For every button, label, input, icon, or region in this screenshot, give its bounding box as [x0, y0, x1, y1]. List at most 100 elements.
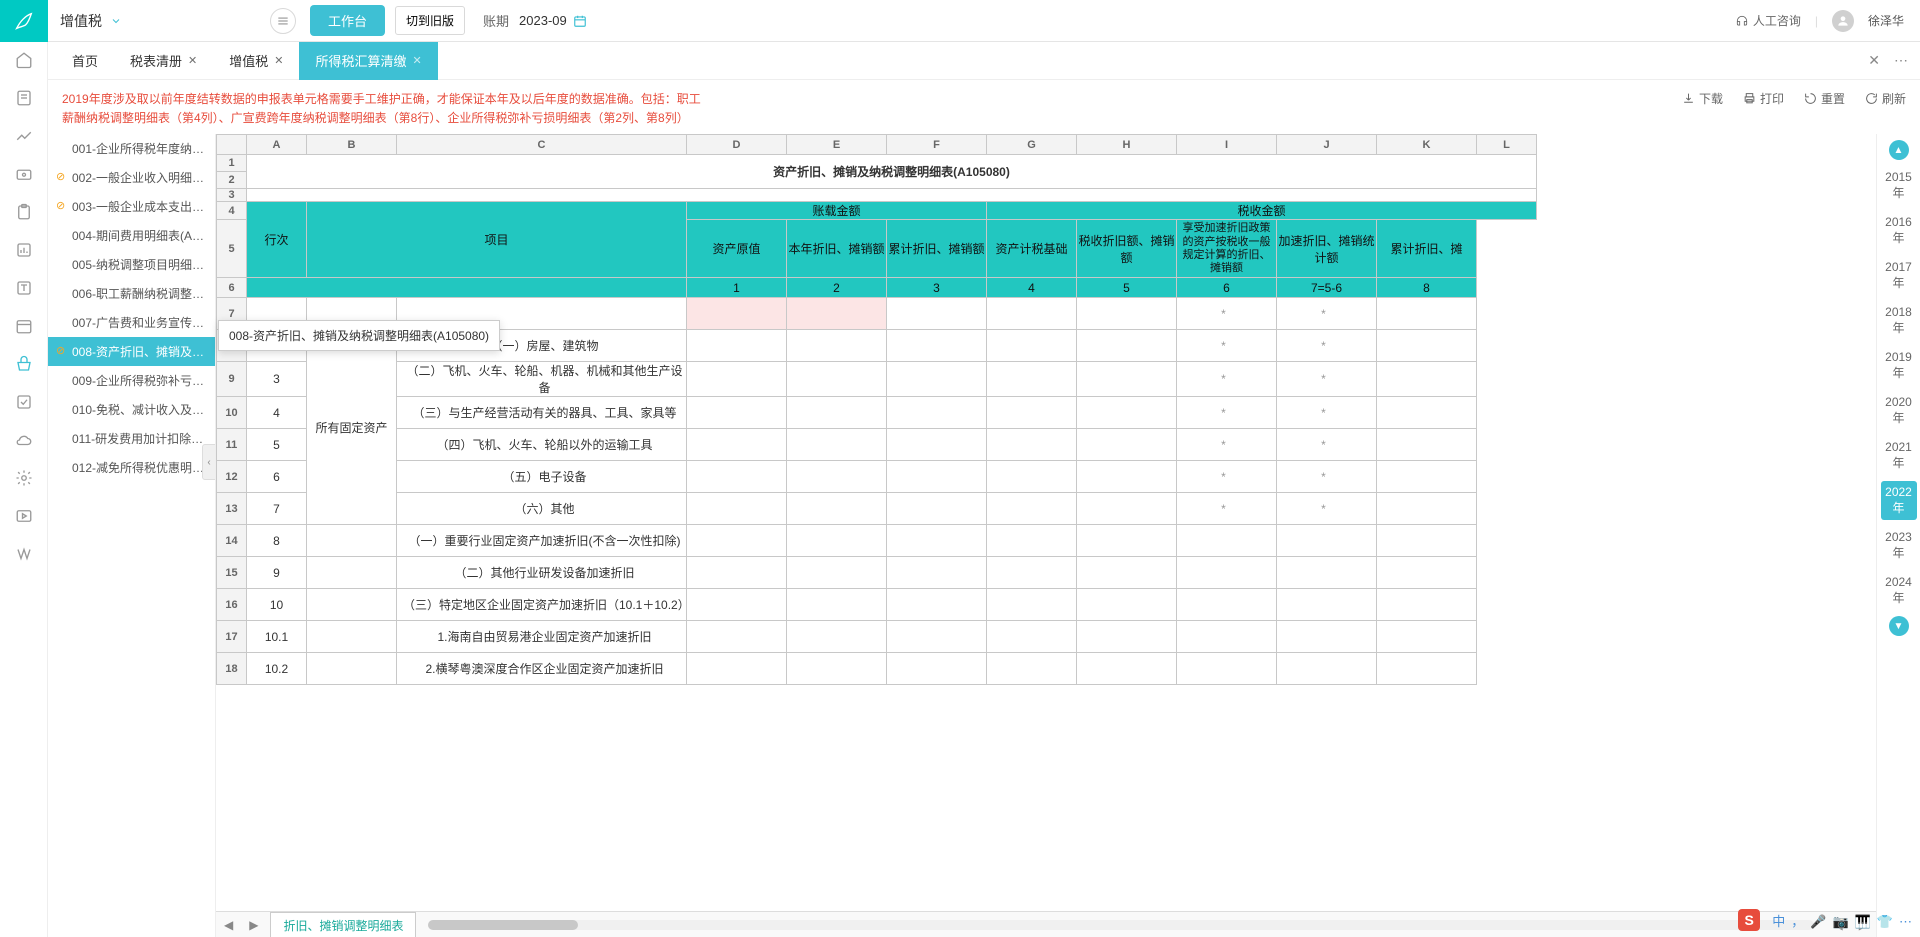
reset-link[interactable]: 重置 [1804, 90, 1845, 107]
cell[interactable] [787, 621, 887, 653]
download-link[interactable]: 下载 [1682, 90, 1723, 107]
cell-project[interactable]: （一）重要行业固定资产加速折旧(不含一次性扣除) [397, 525, 687, 557]
cell[interactable] [1077, 397, 1177, 429]
cell[interactable] [1077, 621, 1177, 653]
row-header[interactable]: 18 [217, 653, 247, 685]
cell[interactable]: 7 [247, 493, 307, 525]
col-header[interactable]: G [987, 135, 1077, 155]
row-header[interactable]: 10 [217, 397, 247, 429]
cell[interactable] [1077, 362, 1177, 397]
ime-item[interactable]: ， [1791, 914, 1804, 929]
cell[interactable] [1377, 362, 1477, 397]
row-header[interactable]: 5 [217, 220, 247, 278]
cell[interactable] [1377, 330, 1477, 362]
form-list[interactable]: 001-企业所得税年度纳税申...⊘002-一般企业收入明细表(A1...⊘00… [48, 134, 216, 937]
cell[interactable]: 5 [247, 429, 307, 461]
close-icon[interactable]: ✕ [274, 54, 283, 67]
row-header[interactable]: 3 [217, 189, 247, 202]
cell[interactable] [987, 589, 1077, 621]
form-list-item[interactable]: 012-减免所得税优惠明细表(... [48, 453, 215, 482]
row-header[interactable]: 12 [217, 461, 247, 493]
cell[interactable] [887, 525, 987, 557]
cell[interactable] [987, 653, 1077, 685]
col-header[interactable]: A [247, 135, 307, 155]
app-logo[interactable] [0, 0, 48, 42]
cell[interactable] [987, 397, 1077, 429]
cell[interactable]: * [1177, 298, 1277, 330]
cell[interactable] [987, 557, 1077, 589]
row-header[interactable]: 6 [217, 278, 247, 298]
cell[interactable]: * [1277, 397, 1377, 429]
form-list-item[interactable]: 007-广告费和业务宣传费跨... [48, 308, 215, 337]
cell[interactable] [987, 298, 1077, 330]
cell[interactable] [887, 461, 987, 493]
cell[interactable] [1077, 525, 1177, 557]
cell[interactable] [887, 362, 987, 397]
cell-project[interactable]: （四）飞机、火车、轮船以外的运输工具 [397, 429, 687, 461]
cell-project[interactable]: 1.海南自由贸易港企业固定资产加速折旧 [397, 621, 687, 653]
cell[interactable]: * [1177, 397, 1277, 429]
cell[interactable] [1077, 429, 1177, 461]
nav-settings-icon[interactable] [14, 468, 34, 488]
doc-tab[interactable]: 增值税✕ [213, 42, 299, 80]
cell[interactable] [1277, 589, 1377, 621]
form-list-item[interactable]: ⊘008-资产折旧、摊销及纳税... [48, 337, 215, 366]
refresh-link[interactable]: 刷新 [1865, 90, 1906, 107]
consult-link[interactable]: 人工咨询 [1735, 12, 1801, 29]
cell[interactable] [1077, 461, 1177, 493]
year-button[interactable]: 2018年 [1881, 301, 1917, 340]
col-header[interactable]: D [687, 135, 787, 155]
cell[interactable] [687, 525, 787, 557]
cell[interactable] [887, 298, 987, 330]
cell[interactable] [887, 621, 987, 653]
year-button[interactable]: 2020年 [1881, 391, 1917, 430]
ime-logo-icon[interactable]: S [1738, 909, 1760, 931]
row-header[interactable]: 9 [217, 362, 247, 397]
cell[interactable] [1177, 525, 1277, 557]
cell[interactable]: * [1177, 362, 1277, 397]
ime-item[interactable]: 🎹 [1855, 914, 1871, 929]
cell[interactable] [887, 397, 987, 429]
doc-tab[interactable]: 首页 [56, 42, 114, 80]
cell[interactable] [1077, 298, 1177, 330]
cell[interactable] [887, 589, 987, 621]
col-header[interactable]: H [1077, 135, 1177, 155]
cell[interactable] [987, 493, 1077, 525]
cell[interactable]: 3 [247, 362, 307, 397]
col-header[interactable]: E [787, 135, 887, 155]
cell[interactable] [787, 362, 887, 397]
cell[interactable] [1077, 589, 1177, 621]
more-tabs-icon[interactable]: ⋯ [1894, 52, 1908, 69]
cell[interactable] [687, 621, 787, 653]
row-header[interactable]: 2 [217, 172, 247, 189]
cell[interactable] [887, 557, 987, 589]
cell-project[interactable]: （五）电子设备 [397, 461, 687, 493]
cell[interactable]: * [1177, 330, 1277, 362]
cell[interactable] [987, 362, 1077, 397]
cell[interactable]: * [1277, 362, 1377, 397]
cell[interactable]: * [1277, 429, 1377, 461]
cell[interactable]: 8 [247, 525, 307, 557]
cell[interactable]: * [1177, 429, 1277, 461]
cell[interactable] [1277, 557, 1377, 589]
year-button[interactable]: 2021年 [1881, 436, 1917, 475]
form-list-item[interactable]: 005-纳税调整项目明细表(A1... [48, 250, 215, 279]
cell[interactable]: * [1177, 461, 1277, 493]
col-header[interactable]: L [1477, 135, 1537, 155]
row-header[interactable]: 13 [217, 493, 247, 525]
cell[interactable] [307, 653, 397, 685]
doc-tab[interactable]: 税表清册✕ [114, 42, 213, 80]
cell[interactable]: 10.1 [247, 621, 307, 653]
ime-item[interactable]: ⋯ [1899, 914, 1912, 929]
ime-item[interactable]: 中 [1772, 914, 1785, 929]
cell[interactable] [1277, 653, 1377, 685]
nav-calendar-icon[interactable] [14, 316, 34, 336]
hscroll-thumb[interactable] [428, 920, 578, 930]
row-header[interactable]: 15 [217, 557, 247, 589]
cell[interactable] [887, 653, 987, 685]
cell[interactable] [1177, 589, 1277, 621]
cell[interactable] [987, 525, 1077, 557]
cell[interactable] [787, 493, 887, 525]
year-button[interactable]: 2017年 [1881, 256, 1917, 295]
cell[interactable]: * [1277, 330, 1377, 362]
